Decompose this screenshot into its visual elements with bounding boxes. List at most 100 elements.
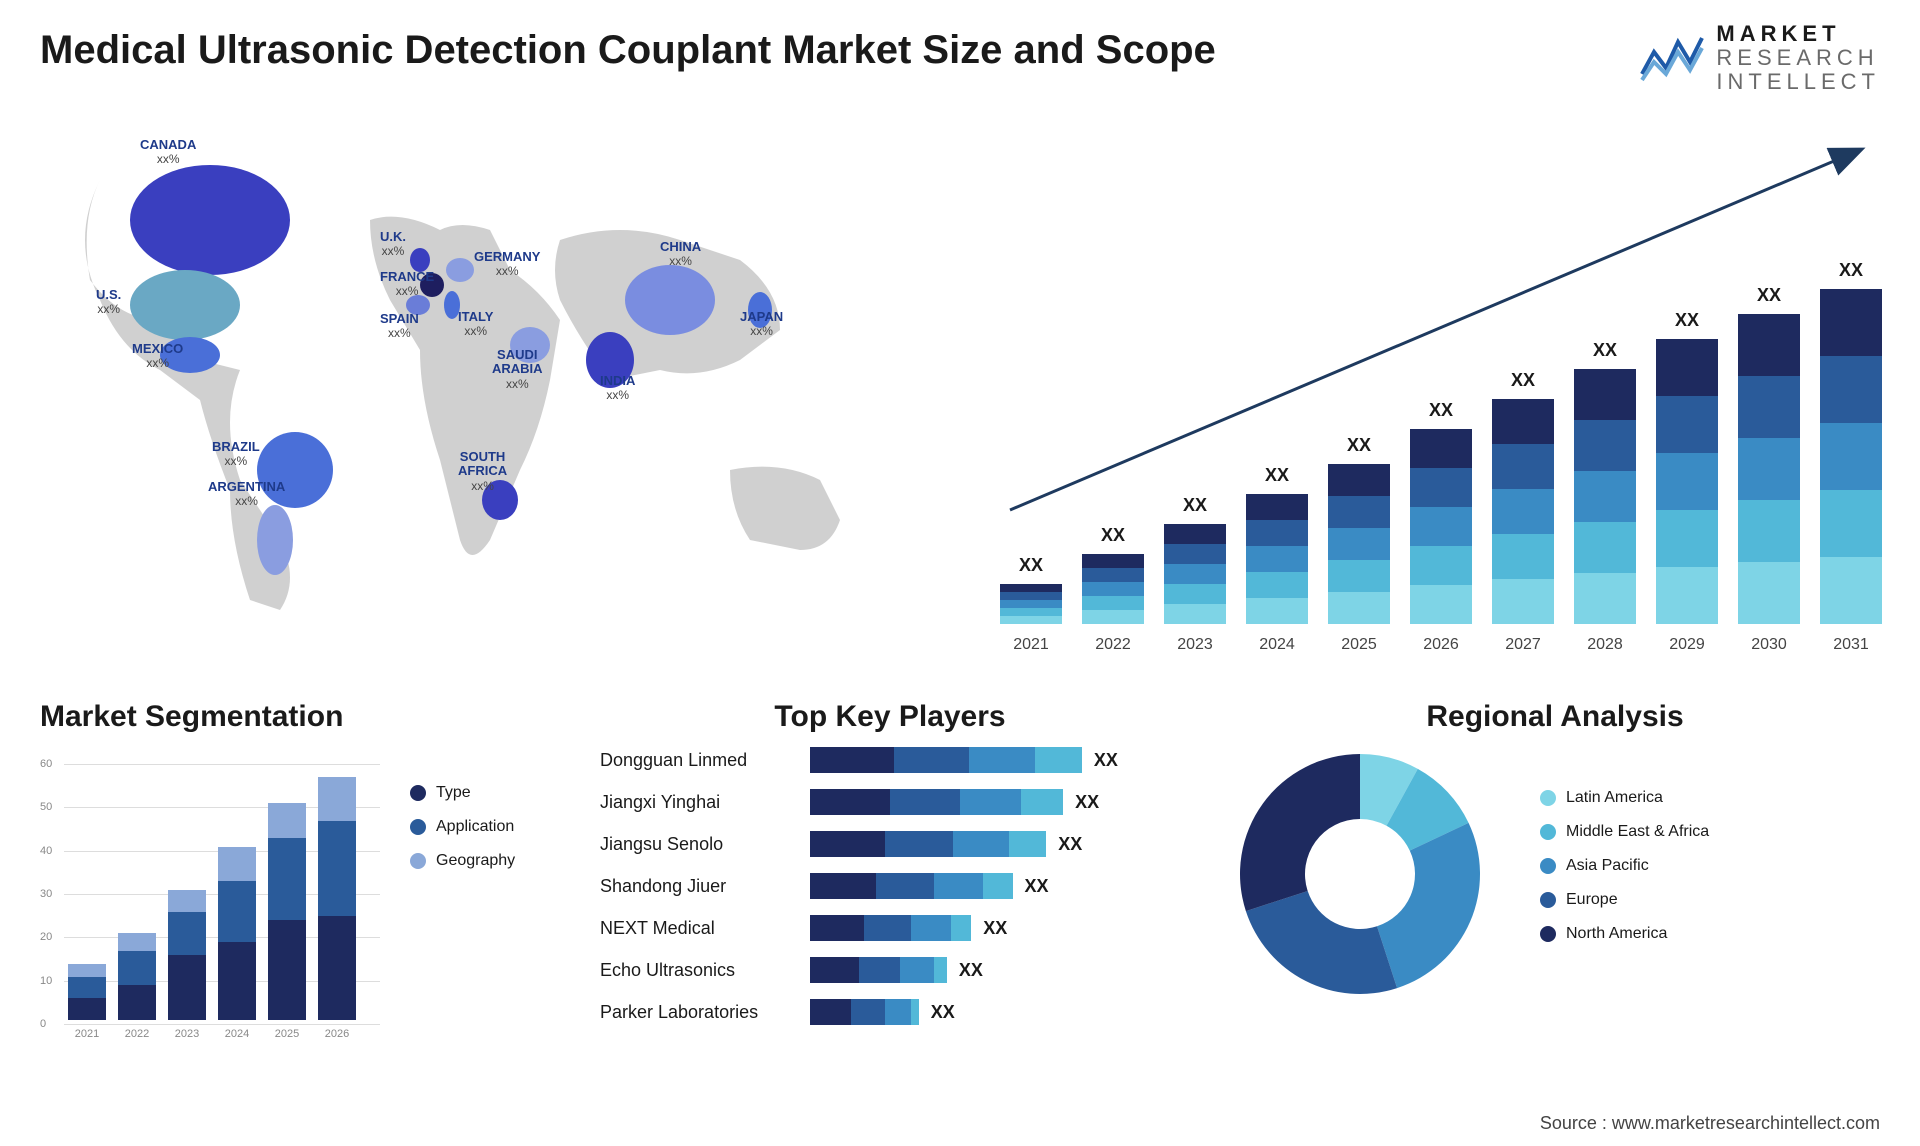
logo-line3: INTELLECT (1716, 70, 1880, 94)
map-label: U.K.xx% (380, 230, 406, 259)
world-map-svg (40, 120, 910, 660)
seg-bar (68, 964, 106, 1020)
player-value: XX (959, 960, 983, 981)
legend-item: Asia Pacific (1540, 857, 1709, 875)
growth-xlabel: 2029 (1656, 636, 1718, 654)
growth-bar (1656, 339, 1718, 624)
legend-item: Middle East & Africa (1540, 823, 1709, 841)
player-bar (810, 915, 971, 941)
growth-bar (1574, 369, 1636, 624)
growth-toplabel: XX (1000, 555, 1062, 576)
player-value: XX (1025, 876, 1049, 897)
players-title: Top Key Players (600, 700, 1180, 734)
growth-xlabel: 2030 (1738, 636, 1800, 654)
growth-xlabel: 2031 (1820, 636, 1882, 654)
growth-xlabel: 2024 (1246, 636, 1308, 654)
player-value: XX (983, 918, 1007, 939)
segmentation-title: Market Segmentation (40, 700, 560, 734)
growth-bar (1328, 464, 1390, 624)
seg-bar (268, 803, 306, 1020)
seg-xlabel: 2023 (168, 1028, 206, 1040)
map-label: JAPANxx% (740, 310, 783, 339)
map-label: GERMANYxx% (474, 250, 540, 279)
segmentation-panel: Market Segmentation 01020304050602021202… (40, 700, 560, 1080)
seg-ytick: 10 (40, 975, 52, 987)
growth-bar (1000, 584, 1062, 624)
player-name: Echo Ultrasonics (600, 960, 810, 981)
player-bar (810, 999, 919, 1025)
growth-toplabel: XX (1410, 400, 1472, 421)
brand-logo: MARKET RESEARCH INTELLECT (1640, 22, 1880, 95)
seg-bar (218, 847, 256, 1020)
donut-slice (1240, 754, 1360, 911)
map-label: MEXICOxx% (132, 342, 183, 371)
seg-xlabel: 2025 (268, 1028, 306, 1040)
player-value: XX (1075, 792, 1099, 813)
seg-bar (318, 777, 356, 1020)
map-label: INDIAxx% (600, 374, 635, 403)
player-row: Shandong Jiuer XX (600, 870, 1180, 902)
legend-item: Latin America (1540, 789, 1709, 807)
growth-toplabel: XX (1246, 465, 1308, 486)
map-label: SAUDIARABIAxx% (492, 348, 543, 391)
map-label: SOUTHAFRICAxx% (458, 450, 507, 493)
growth-bar (1492, 399, 1554, 624)
map-label: ITALYxx% (458, 310, 493, 339)
seg-ytick: 30 (40, 888, 52, 900)
growth-chart-panel: 2021XX2022XX2023XX2024XX2025XX2026XX2027… (980, 120, 1880, 660)
map-label: BRAZILxx% (212, 440, 260, 469)
growth-bar (1410, 429, 1472, 624)
player-bar (810, 747, 1082, 773)
growth-toplabel: XX (1492, 370, 1554, 391)
growth-bar (1164, 524, 1226, 624)
logo-line2: RESEARCH (1716, 46, 1880, 70)
player-value: XX (1058, 834, 1082, 855)
growth-toplabel: XX (1164, 495, 1226, 516)
growth-toplabel: XX (1820, 260, 1882, 281)
player-value: XX (1094, 750, 1118, 771)
map-label: CANADAxx% (140, 138, 196, 167)
players-list: Dongguan LinmedXXJiangxi YinghaiXXJiangs… (600, 744, 1180, 1028)
player-bar (810, 789, 1063, 815)
growth-xlabel: 2027 (1492, 636, 1554, 654)
growth-bar (1820, 289, 1882, 624)
growth-xlabel: 2023 (1164, 636, 1226, 654)
logo-icon (1640, 34, 1704, 82)
growth-bar (1246, 494, 1308, 624)
map-label: ARGENTINAxx% (208, 480, 285, 509)
player-bar (810, 957, 947, 983)
seg-xlabel: 2026 (318, 1028, 356, 1040)
seg-ytick: 0 (40, 1018, 46, 1030)
growth-bar (1082, 554, 1144, 624)
player-name: Shandong Jiuer (600, 876, 810, 897)
regional-panel: Regional Analysis Latin America Middle Ea… (1230, 700, 1880, 1080)
segmentation-chart: 0102030405060202120222023202420252026 (40, 744, 380, 1044)
seg-xlabel: 2024 (218, 1028, 256, 1040)
player-name: Parker Laboratories (600, 1002, 810, 1023)
growth-xlabel: 2028 (1574, 636, 1636, 654)
player-row: Jiangxi YinghaiXX (600, 786, 1180, 818)
map-label: U.S.xx% (96, 288, 121, 317)
regional-title: Regional Analysis (1230, 700, 1880, 734)
player-row: Parker Laboratories XX (600, 996, 1180, 1028)
world-map-panel: CANADAxx% U.S.xx% MEXICOxx% BRAZILxx% ARGENT… (40, 120, 910, 660)
growth-toplabel: XX (1656, 310, 1718, 331)
player-bar (810, 831, 1046, 857)
growth-toplabel: XX (1328, 435, 1390, 456)
regional-donut (1230, 744, 1490, 1004)
growth-xlabel: 2025 (1328, 636, 1390, 654)
growth-bar (1738, 314, 1800, 624)
seg-xlabel: 2021 (68, 1028, 106, 1040)
player-row: Dongguan Linmed XX (600, 744, 1180, 776)
growth-xlabel: 2021 (1000, 636, 1062, 654)
legend-item: North America (1540, 925, 1709, 943)
map-label: SPAINxx% (380, 312, 419, 341)
player-value: XX (931, 1002, 955, 1023)
player-name: Dongguan Linmed (600, 750, 810, 771)
growth-xlabel: 2026 (1410, 636, 1472, 654)
player-row: Jiangsu SenoloXX (600, 828, 1180, 860)
donut-slice (1246, 891, 1397, 994)
seg-bar (168, 890, 206, 1020)
legend-item: Europe (1540, 891, 1709, 909)
growth-toplabel: XX (1738, 285, 1800, 306)
